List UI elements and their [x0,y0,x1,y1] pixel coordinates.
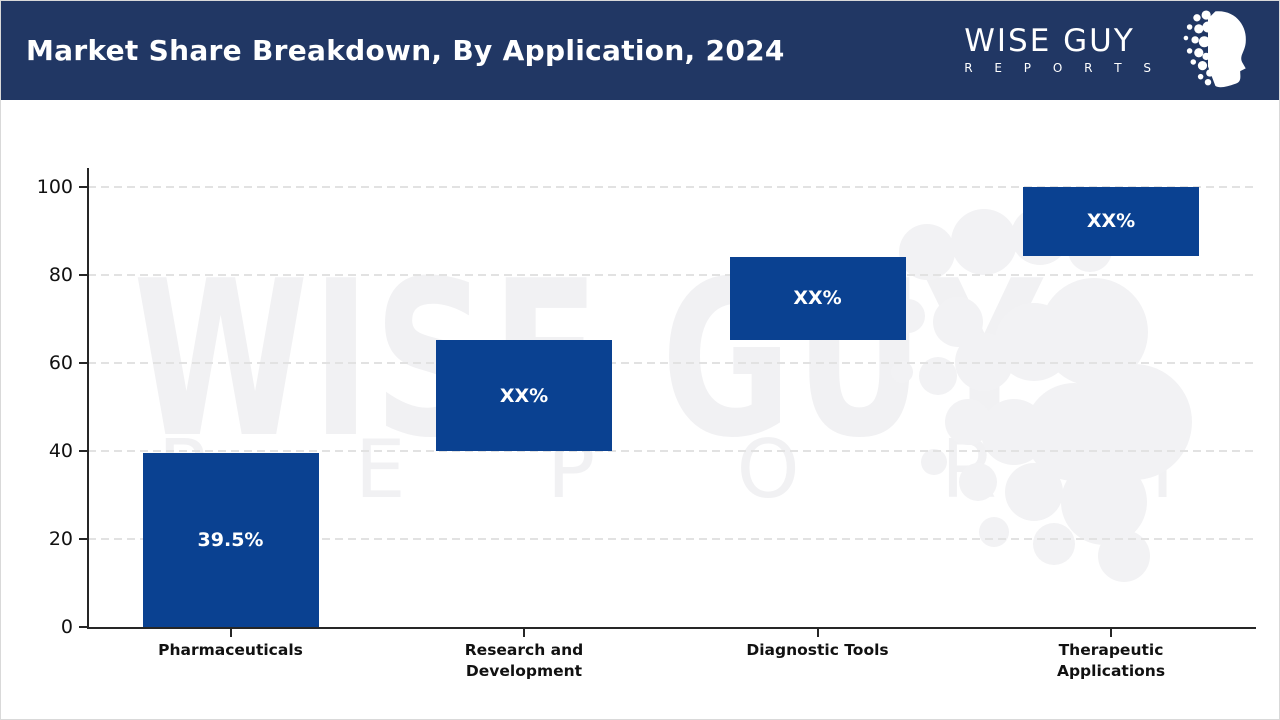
x-tick-mark [229,629,232,637]
y-tick-mark [79,538,88,540]
bar-segment [436,340,612,451]
gridline-40 [88,450,1256,452]
y-tick-label: 40 [48,440,73,462]
logo-face-icon [1183,10,1246,88]
logo-reports-text: R E P O R T S [964,60,1160,75]
bar-segment [142,453,319,627]
bar-value-label: XX% [499,384,549,407]
gridline-60 [88,362,1256,364]
y-tick-mark [79,186,88,188]
logo-wiseguy-text: WISE GUY [964,22,1135,59]
x-tick-mark [1110,629,1112,637]
bar-value-label: XX% [793,287,842,310]
gridline-100 [88,186,1256,188]
y-axis-line [87,168,89,629]
y-tick-label: 0 [60,616,73,638]
x-category-label: Research and Development [464,641,584,680]
bar-value-label: 39.5% [197,529,264,552]
bar-value-label: XX% [1086,210,1136,233]
x-tick-mark [816,629,819,637]
x-category-label: Pharmaceuticals [158,641,303,659]
bar-segment [729,256,906,341]
x-category-label: Diagnostic Tools [746,641,889,659]
y-tick-label: 80 [48,264,73,286]
x-axis-line [87,627,1256,629]
y-tick-mark [79,450,88,452]
y-tick-mark [79,362,88,364]
chart-title: Market Share Breakdown, By Application, … [26,33,785,67]
y-tick-mark [79,274,88,276]
y-tick-label: 100 [36,176,73,198]
x-category-label: Therapeutic Applications [1056,641,1166,680]
y-tick-label: 20 [48,528,73,550]
header-bar: Market Share Breakdown, By Application, … [0,0,1280,100]
gridline-80 [88,274,1256,276]
wise-guy-reports-logo: WISE GUY R E P O R T S [964,6,1254,94]
x-tick-mark [523,629,525,637]
y-tick-label: 60 [48,352,73,374]
y-tick-mark [79,626,88,628]
gridline-20 [88,538,1256,540]
